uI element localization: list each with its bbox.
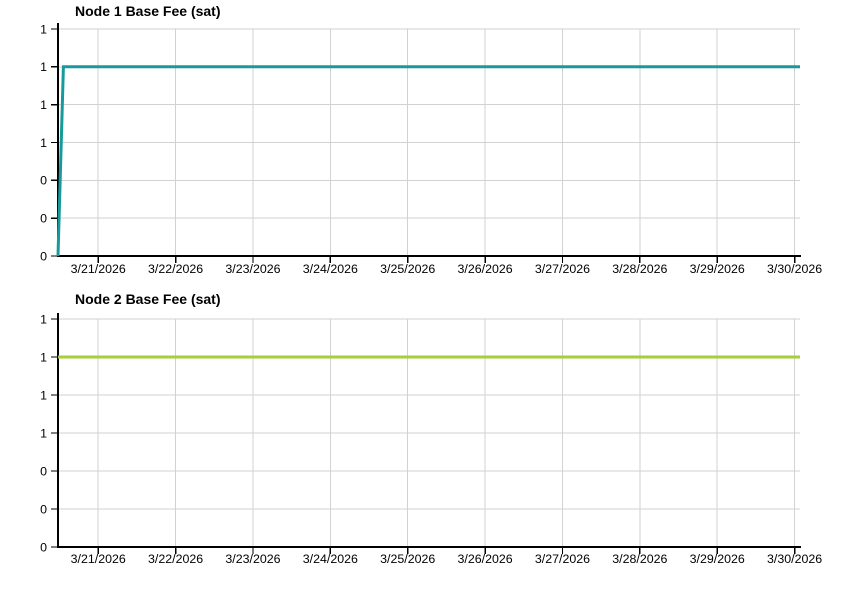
y-tick-label: 0 [40, 464, 47, 478]
x-tick-label: 3/28/2026 [612, 552, 667, 566]
x-tick-label: 3/25/2026 [380, 262, 435, 276]
x-tick-label: 3/22/2026 [148, 552, 203, 566]
y-tick-label: 1 [40, 22, 47, 36]
x-tick-label: 3/26/2026 [458, 552, 513, 566]
y-tick-label: 1 [40, 388, 47, 402]
x-tick-label: 3/27/2026 [535, 552, 590, 566]
y-tick-label: 1 [40, 98, 47, 112]
x-tick-label: 3/23/2026 [225, 262, 280, 276]
chart1-title: Node 1 Base Fee (sat) [75, 3, 221, 19]
x-tick-label: 3/21/2026 [71, 552, 126, 566]
y-tick-label: 0 [40, 211, 47, 225]
x-tick-label: 3/22/2026 [148, 262, 203, 276]
x-tick-label: 3/25/2026 [380, 552, 435, 566]
x-tick-label: 3/23/2026 [225, 552, 280, 566]
y-tick-label: 1 [40, 312, 47, 326]
y-tick-label: 0 [40, 249, 47, 263]
y-tick-label: 1 [40, 350, 47, 364]
x-tick-label: 3/30/2026 [767, 262, 822, 276]
x-tick-label: 3/24/2026 [303, 262, 358, 276]
y-tick-label: 0 [40, 502, 47, 516]
y-tick-label: 1 [40, 60, 47, 74]
x-tick-label: 3/27/2026 [535, 262, 590, 276]
x-tick-label: 3/30/2026 [767, 552, 822, 566]
y-tick-label: 1 [40, 426, 47, 440]
x-tick-label: 3/29/2026 [690, 262, 745, 276]
y-tick-label: 0 [40, 540, 47, 554]
chart2-title: Node 2 Base Fee (sat) [75, 291, 221, 307]
y-tick-label: 1 [40, 136, 47, 150]
x-tick-label: 3/29/2026 [690, 552, 745, 566]
x-tick-label: 3/26/2026 [458, 262, 513, 276]
x-tick-label: 3/28/2026 [612, 262, 667, 276]
node1-series-line [56, 65, 800, 257]
y-tick-label: 0 [40, 174, 47, 188]
x-tick-label: 3/24/2026 [303, 552, 358, 566]
x-tick-label: 3/21/2026 [71, 262, 126, 276]
